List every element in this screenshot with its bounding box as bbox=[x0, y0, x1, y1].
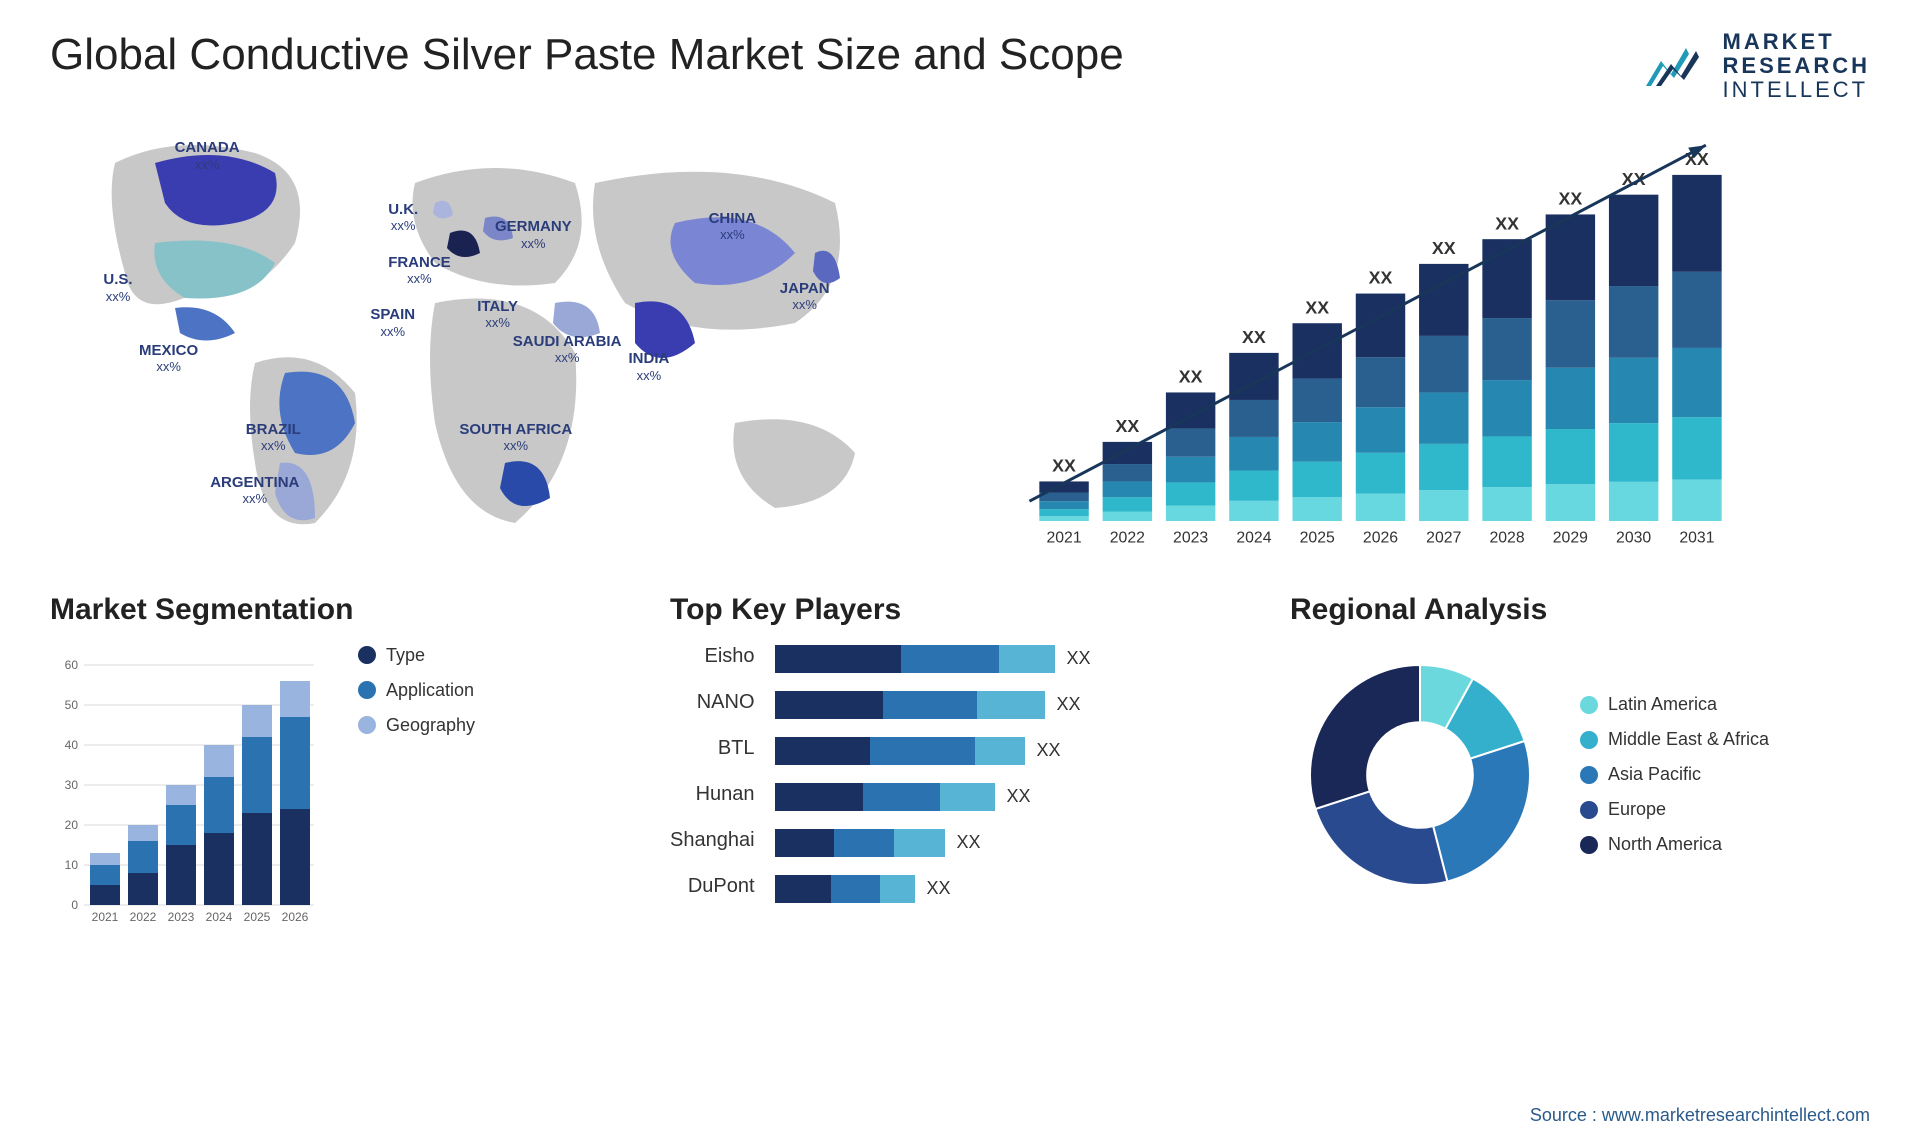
world-map-panel: CANADAxx% U.S.xx% MEXICOxx% BRAZILxx% ARGENT… bbox=[50, 123, 940, 563]
svg-text:40: 40 bbox=[65, 738, 79, 752]
svg-text:2022: 2022 bbox=[130, 910, 157, 924]
svg-text:XX: XX bbox=[1115, 416, 1139, 436]
svg-text:2024: 2024 bbox=[1236, 529, 1271, 546]
player-label: Eisho bbox=[670, 645, 755, 673]
svg-text:0: 0 bbox=[71, 898, 78, 912]
player-bar-row: XX bbox=[775, 645, 1091, 673]
svg-text:XX: XX bbox=[1052, 455, 1076, 475]
svg-text:2028: 2028 bbox=[1489, 529, 1524, 546]
player-label: Hunan bbox=[670, 783, 755, 811]
legend-application: Application bbox=[358, 680, 475, 701]
svg-text:XX: XX bbox=[1558, 188, 1582, 208]
brand-logo: MARKET RESEARCH INTELLECT bbox=[1641, 30, 1870, 103]
svg-text:2026: 2026 bbox=[1363, 529, 1398, 546]
players-bars: XX XX XX XX XX XX bbox=[775, 645, 1091, 903]
page-title: Global Conductive Silver Paste Market Si… bbox=[50, 30, 1124, 80]
map-label-southafrica: SOUTH AFRICAxx% bbox=[459, 422, 572, 455]
svg-text:2025: 2025 bbox=[244, 910, 271, 924]
svg-text:XX: XX bbox=[1242, 327, 1266, 347]
region-legend-item: North America bbox=[1580, 834, 1769, 855]
svg-text:2021: 2021 bbox=[1046, 529, 1081, 546]
svg-text:2021: 2021 bbox=[92, 910, 119, 924]
svg-text:XX: XX bbox=[1179, 366, 1203, 386]
svg-text:2029: 2029 bbox=[1553, 529, 1588, 546]
map-label-saudiarabia: SAUDI ARABIAxx% bbox=[513, 334, 622, 367]
legend-geography: Geography bbox=[358, 715, 475, 736]
segmentation-panel: Market Segmentation 0 10 20 30 40 50 60 2021 20… bbox=[50, 593, 630, 953]
source-text: Source : www.marketresearchintellect.com bbox=[1530, 1105, 1870, 1126]
svg-text:2022: 2022 bbox=[1110, 529, 1145, 546]
svg-text:50: 50 bbox=[65, 698, 79, 712]
segmentation-title: Market Segmentation bbox=[50, 593, 630, 627]
map-label-uk: U.K.xx% bbox=[388, 202, 418, 235]
logo-line2: RESEARCH bbox=[1723, 54, 1870, 78]
svg-text:2024: 2024 bbox=[206, 910, 233, 924]
segmentation-legend: Type Application Geography bbox=[358, 645, 475, 925]
svg-text:60: 60 bbox=[65, 658, 79, 672]
player-bar-row: XX bbox=[775, 691, 1091, 719]
regional-donut bbox=[1290, 645, 1550, 905]
logo-line1: MARKET bbox=[1723, 30, 1870, 54]
player-label: Shanghai bbox=[670, 829, 755, 857]
map-label-india: INDIAxx% bbox=[629, 351, 670, 384]
map-label-canada: CANADAxx% bbox=[175, 140, 240, 173]
player-bar-row: XX bbox=[775, 737, 1091, 765]
map-label-mexico: MEXICOxx% bbox=[139, 343, 198, 376]
svg-text:XX: XX bbox=[1305, 297, 1329, 317]
map-label-germany: GERMANYxx% bbox=[495, 219, 572, 252]
map-label-italy: ITALYxx% bbox=[477, 299, 518, 332]
svg-text:2031: 2031 bbox=[1679, 529, 1714, 546]
players-title: Top Key Players bbox=[670, 593, 1250, 627]
players-panel: Top Key Players Eisho NANO BTL Hunan Shangha… bbox=[670, 593, 1250, 953]
map-label-france: FRANCExx% bbox=[388, 255, 451, 288]
region-legend-item: Middle East & Africa bbox=[1580, 729, 1769, 750]
regional-legend: Latin America Middle East & Africa Asia Pa… bbox=[1580, 694, 1769, 855]
logo-line3: INTELLECT bbox=[1723, 78, 1870, 102]
svg-text:2023: 2023 bbox=[168, 910, 195, 924]
region-legend-item: Latin America bbox=[1580, 694, 1769, 715]
map-label-argentina: ARGENTINAxx% bbox=[210, 475, 299, 508]
regional-title: Regional Analysis bbox=[1290, 593, 1870, 627]
player-label: DuPont bbox=[670, 875, 755, 903]
players-labels: Eisho NANO BTL Hunan Shanghai DuPont bbox=[670, 645, 755, 903]
svg-text:XX: XX bbox=[1495, 213, 1519, 233]
map-label-china: CHINAxx% bbox=[709, 211, 757, 244]
player-label: NANO bbox=[670, 691, 755, 719]
svg-text:2025: 2025 bbox=[1300, 529, 1335, 546]
growth-chart-panel: 2021 XX 2022 XX 2023 XX 2024 XX 2025 XX 2026 XX 2027… bbox=[980, 123, 1870, 563]
logo-icon bbox=[1641, 36, 1711, 96]
svg-text:30: 30 bbox=[65, 778, 79, 792]
player-label: BTL bbox=[670, 737, 755, 765]
map-label-brazil: BRAZILxx% bbox=[246, 422, 301, 455]
player-bar-row: XX bbox=[775, 783, 1091, 811]
map-label-japan: JAPANxx% bbox=[780, 281, 830, 314]
growth-chart: 2021 XX 2022 XX 2023 XX 2024 XX 2025 XX 2026 XX 2027… bbox=[980, 123, 1870, 563]
svg-text:2027: 2027 bbox=[1426, 529, 1461, 546]
svg-text:10: 10 bbox=[65, 858, 79, 872]
svg-text:20: 20 bbox=[65, 818, 79, 832]
player-bar-row: XX bbox=[775, 875, 1091, 903]
svg-text:XX: XX bbox=[1369, 267, 1393, 287]
region-legend-item: Europe bbox=[1580, 799, 1769, 820]
svg-text:2030: 2030 bbox=[1616, 529, 1651, 546]
svg-text:XX: XX bbox=[1432, 238, 1456, 258]
svg-text:2023: 2023 bbox=[1173, 529, 1208, 546]
svg-text:2026: 2026 bbox=[282, 910, 309, 924]
legend-type: Type bbox=[358, 645, 475, 666]
segmentation-chart: 0 10 20 30 40 50 60 2021 2022 2023 2024 2025 2026 bbox=[50, 645, 330, 925]
map-label-spain: SPAINxx% bbox=[370, 307, 415, 340]
region-legend-item: Asia Pacific bbox=[1580, 764, 1769, 785]
player-bar-row: XX bbox=[775, 829, 1091, 857]
map-label-us: U.S.xx% bbox=[103, 272, 132, 305]
regional-panel: Regional Analysis Latin America Middle Ea… bbox=[1290, 593, 1870, 953]
